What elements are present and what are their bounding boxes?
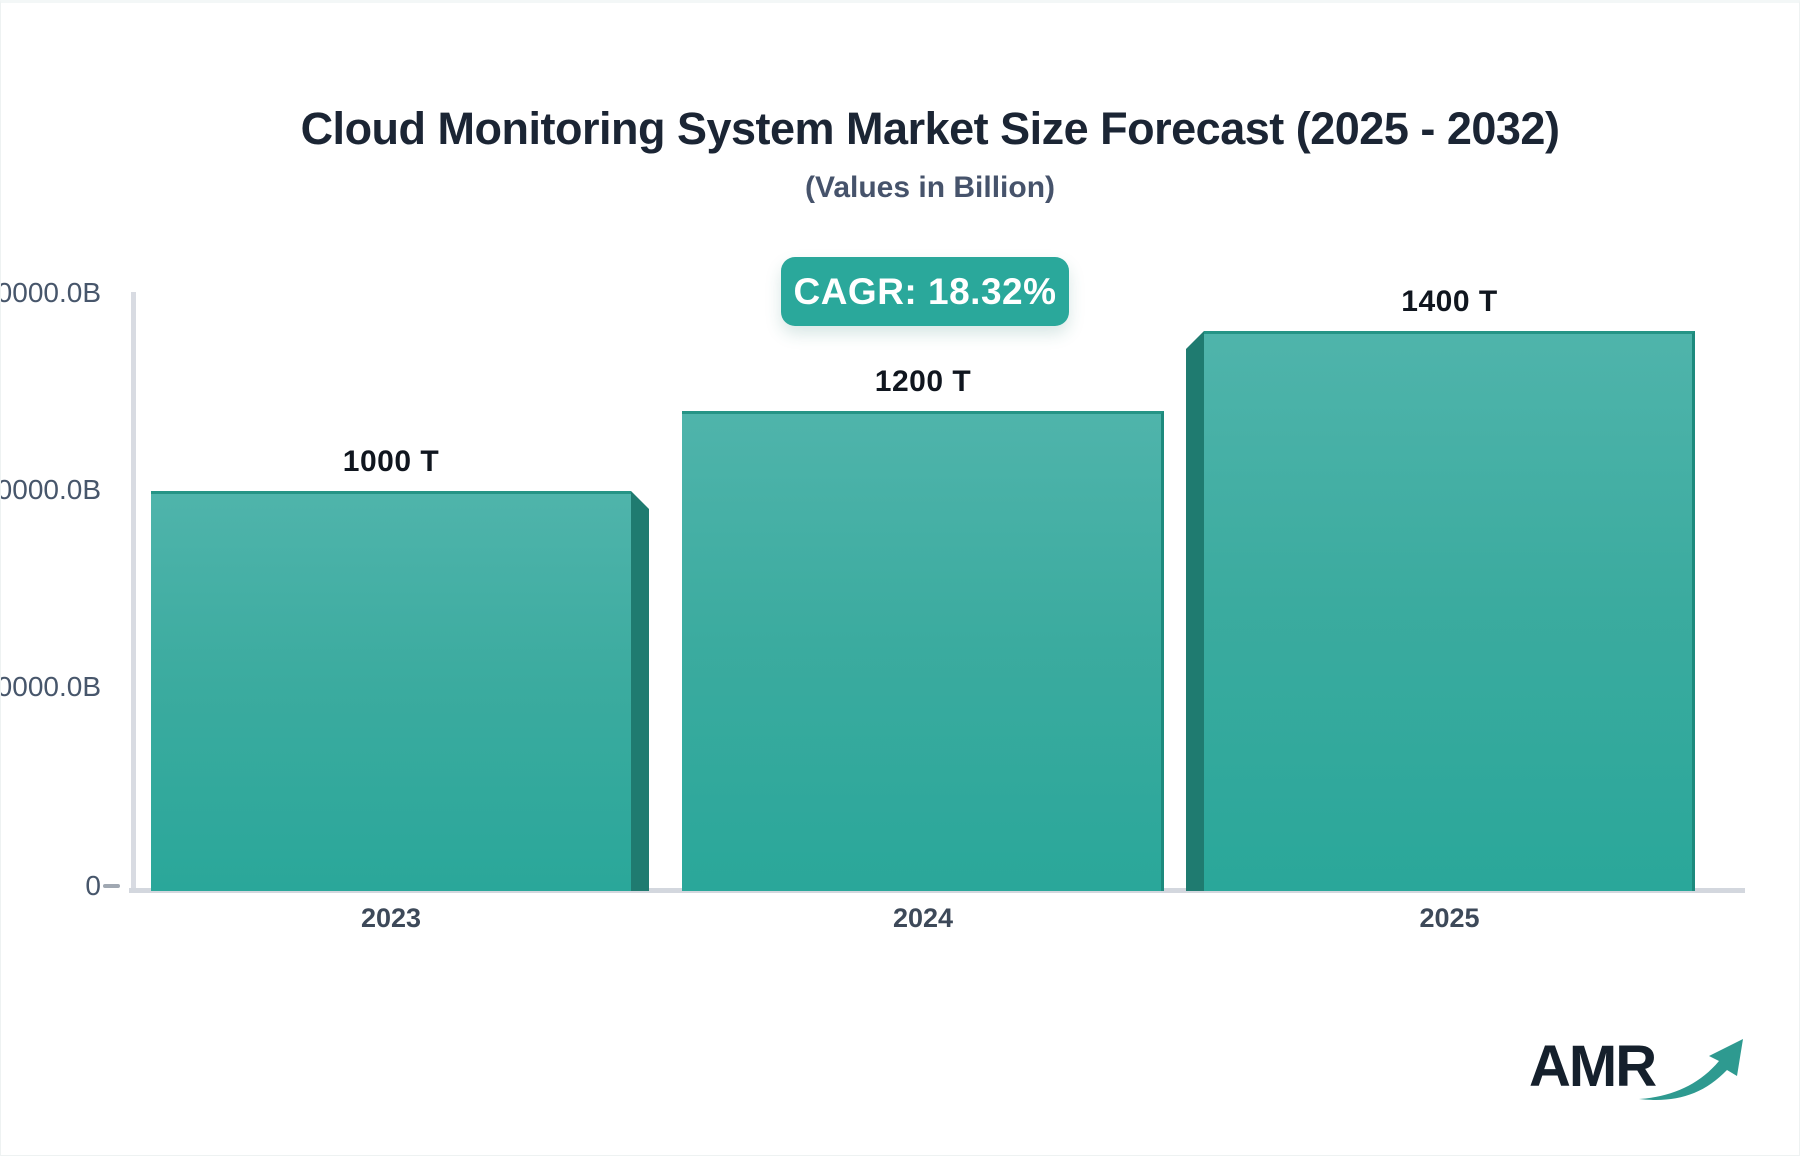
cagr-badge-label: CAGR: 18.32%: [793, 270, 1057, 312]
bar-3d-side-2025: [1186, 331, 1204, 891]
amr-logo-arrow-icon: [1639, 1039, 1743, 1100]
bar-2024: [682, 411, 1164, 891]
amr-logo-text: AMR: [1529, 1034, 1657, 1099]
y-axis-label-1: 0000.0B: [0, 474, 101, 505]
bar-value-label-2023: 1000 T: [342, 445, 440, 478]
x-axis-label-2025: 2025: [1419, 903, 1480, 933]
y-axis-line: [131, 292, 136, 891]
bar-3d-side-2023: [631, 491, 649, 891]
bar-value-label-2024: 1200 T: [874, 365, 972, 398]
chart-subtitle: (Values in Billion): [804, 171, 1056, 204]
y-axis-label-0: 0000.0B: [0, 277, 101, 308]
y-axis-label-2: 0000.0B: [0, 671, 101, 702]
bar-value-label-2025: 1400 T: [1401, 285, 1498, 318]
cagr-badge: CAGR: 18.32%: [781, 257, 1069, 326]
bar-2025: [1204, 331, 1695, 891]
y-axis-label-3: 0: [85, 870, 101, 901]
chart-title: Cloud Monitoring System Market Size Fore…: [300, 103, 1560, 154]
zero-tick-mark: [103, 884, 120, 888]
x-axis-label-2023: 2023: [360, 903, 422, 933]
x-axis-label-2024: 2024: [892, 903, 954, 933]
amr-logo: AMR: [1529, 1025, 1749, 1125]
bar-2023: [151, 491, 631, 891]
